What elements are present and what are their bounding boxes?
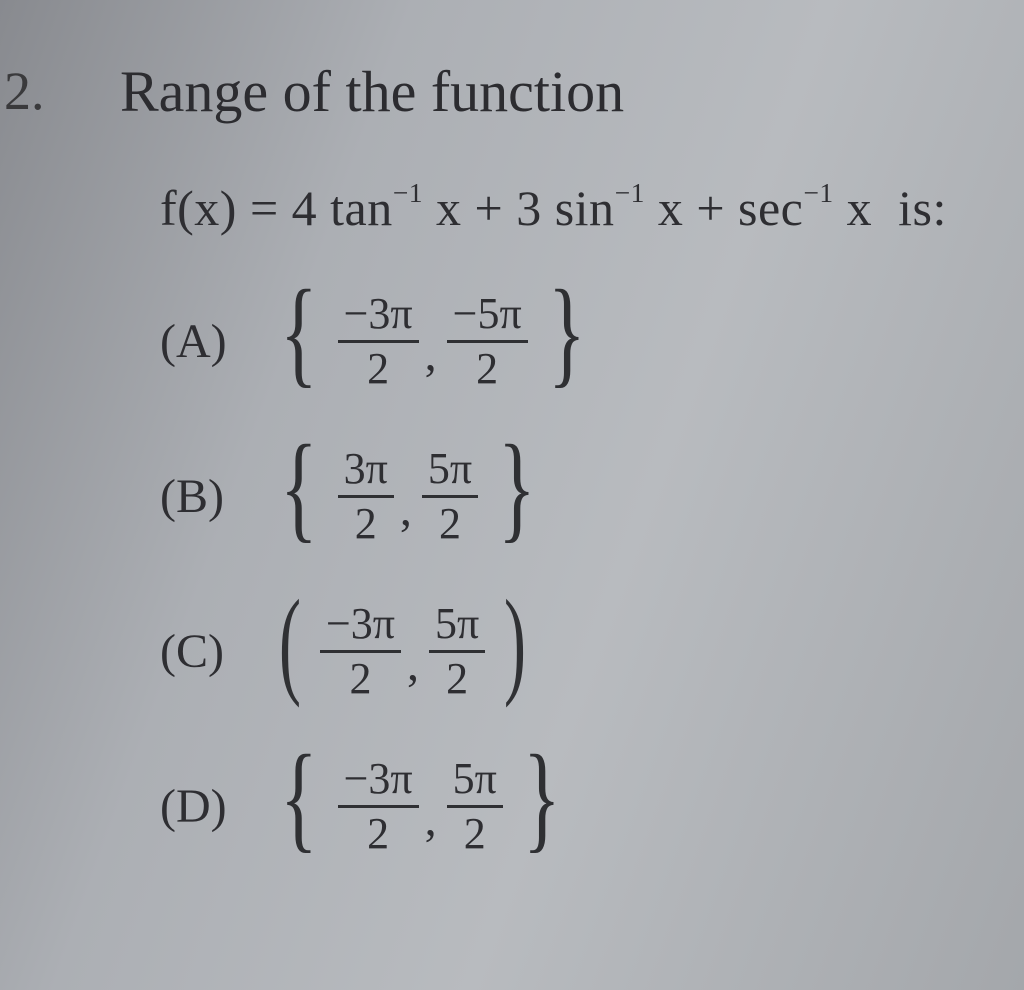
option-a-letter: (A) (160, 314, 270, 369)
fraction-bar-icon (338, 805, 419, 808)
option-d-frac1: −3π 2 (338, 755, 419, 858)
options-list: (A) { −3π 2 , −5π 2 } (160, 282, 984, 867)
fraction-bar-icon (447, 805, 503, 808)
function-equation: f(x) = 4 tan−1 x + 3 sin−1 x + sec−1 x i… (160, 179, 984, 237)
fraction-bar-icon (429, 650, 485, 653)
option-c-items: −3π 2 , 5π 2 (310, 592, 495, 712)
option-b-letter: (B) (160, 469, 270, 524)
option-c-letter: (C) (160, 624, 270, 679)
option-a-frac1: −3π 2 (338, 290, 419, 393)
fraction-bar-icon (447, 340, 528, 343)
comma: , (425, 792, 437, 847)
fraction-bar-icon (422, 495, 478, 498)
right-paren-icon: ) (504, 592, 526, 712)
option-d[interactable]: (D) { −3π 2 , 5π 2 } (160, 747, 984, 867)
comma: , (425, 327, 437, 382)
option-b-frac2: 5π 2 (422, 445, 478, 548)
option-c-frac2: 5π 2 (429, 600, 485, 703)
option-c-frac1: −3π 2 (320, 600, 401, 703)
question-title: Range of the function (120, 60, 984, 124)
option-a[interactable]: (A) { −3π 2 , −5π 2 } (160, 282, 984, 402)
left-paren-icon: ( (279, 592, 301, 712)
option-a-frac2: −5π 2 (447, 290, 528, 393)
option-a-items: −3π 2 , −5π 2 (328, 282, 538, 402)
option-c[interactable]: (C) ( −3π 2 , 5π 2 ) (160, 592, 984, 712)
left-brace-icon: { (280, 437, 317, 557)
option-d-frac2: 5π 2 (447, 755, 503, 858)
left-brace-icon: { (280, 747, 317, 867)
option-b[interactable]: (B) { 3π 2 , 5π 2 } (160, 437, 984, 557)
fraction-bar-icon (338, 495, 394, 498)
option-a-set: { −3π 2 , −5π 2 } (270, 282, 595, 402)
option-d-set: { −3π 2 , 5π 2 } (270, 747, 570, 867)
option-c-set: ( −3π 2 , 5π 2 ) (270, 592, 535, 712)
option-b-frac1: 3π 2 (338, 445, 394, 548)
question-number: 2. (4, 60, 45, 122)
left-brace-icon: { (280, 282, 317, 402)
option-b-items: 3π 2 , 5π 2 (328, 437, 488, 557)
math-question-page: 2. Range of the function f(x) = 4 tan−1 … (0, 0, 1024, 922)
option-d-letter: (D) (160, 779, 270, 834)
fraction-bar-icon (338, 340, 419, 343)
fraction-bar-icon (320, 650, 401, 653)
right-brace-icon: } (523, 747, 560, 867)
comma: , (407, 637, 419, 692)
option-b-set: { 3π 2 , 5π 2 } (270, 437, 546, 557)
comma: , (400, 482, 412, 537)
option-d-items: −3π 2 , 5π 2 (328, 747, 513, 867)
right-brace-icon: } (498, 437, 535, 557)
right-brace-icon: } (548, 282, 585, 402)
